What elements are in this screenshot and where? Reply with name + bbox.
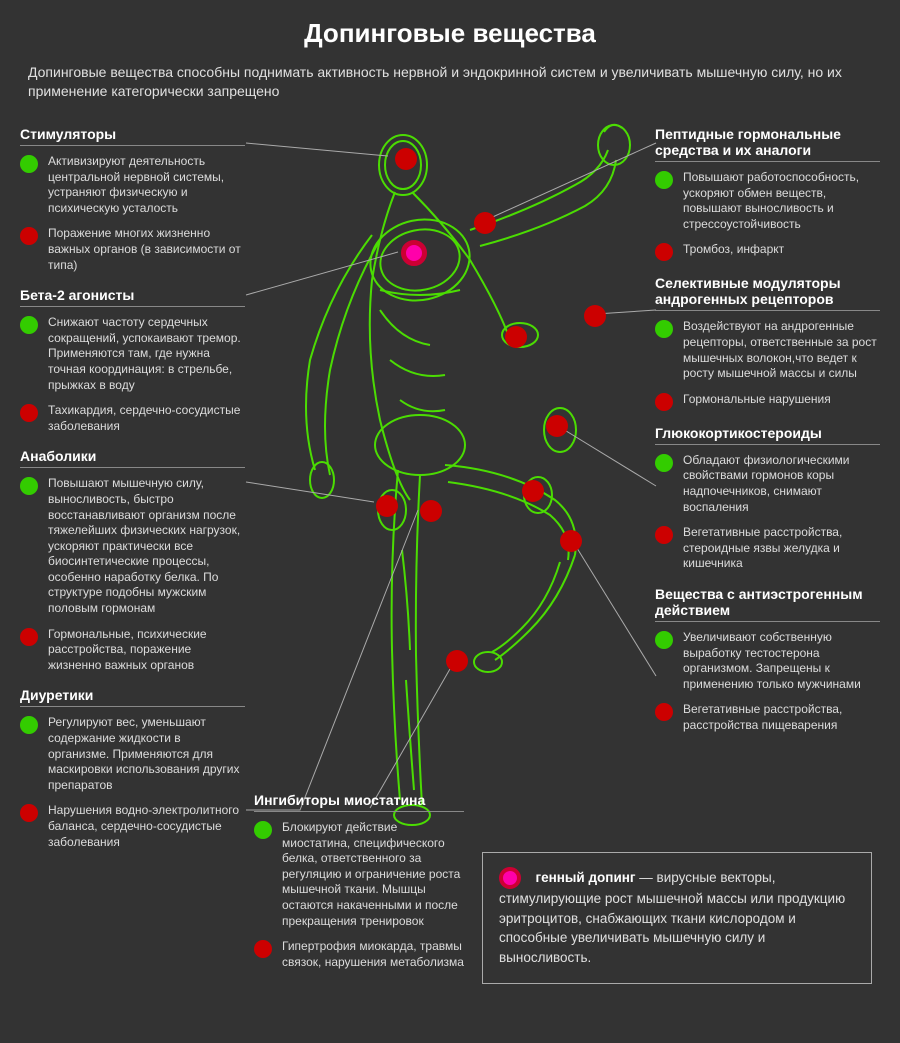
item-text: Увеличивают собственную выработку тестос… [683,630,880,692]
bottom-section-0: Ингибиторы миостатина Блокируют действие … [254,792,464,970]
connector-line [558,426,656,486]
item-text: Активизируют деятельность центральной не… [48,154,245,216]
section-item: Тромбоз, инфаркт [655,242,880,261]
section-item: Регулируют вес, уменьшают содержание жид… [20,715,245,793]
right-section-0: Пептидные гормональные средства и их ана… [655,126,880,261]
left-section-3: Диуретики Регулируют вес, уменьшают содер… [20,687,245,850]
connector-line [246,252,398,295]
left-section-2: Анаболики Повышают мышечную силу, выносли… [20,448,245,673]
connector-line [486,143,656,220]
red-dot-icon [254,940,272,958]
body-marker-red [474,212,496,234]
section-item: Воздействуют на андрогенные рецепторы, о… [655,319,880,381]
bottom-column: Ингибиторы миостатина Блокируют действие … [254,792,464,984]
section-item: Нарушения водно-электролитного баланса, … [20,803,245,850]
section-heading: Пептидные гормональные средства и их ана… [655,126,880,162]
item-text: Обладают физиологическими свойствами гор… [683,453,880,515]
legend-box: генный допинг — вирусные векторы, стимул… [482,852,872,984]
section-item: Гипертрофия миокарда, травмы связок, нар… [254,939,464,970]
green-dot-icon [655,171,673,189]
section-item: Увеличивают собственную выработку тестос… [655,630,880,692]
red-dot-icon [655,703,673,721]
body-marker-red [505,326,527,348]
page-title: Допинговые вещества [0,0,900,49]
legend-text: генный допинг — вирусные векторы, стимул… [499,870,845,964]
green-dot-icon [655,320,673,338]
red-dot-icon [655,393,673,411]
red-dot-icon [20,628,38,646]
right-column: Пептидные гормональные средства и их ана… [655,126,880,747]
red-dot-icon [655,526,673,544]
item-text: Снижают частоту сердечных сокращений, ус… [48,315,245,393]
red-dot-icon [20,804,38,822]
section-item: Тахикардия, сердечно-сосудистые заболева… [20,403,245,434]
green-dot-icon [20,716,38,734]
item-text: Вегетативные расстройства, расстройства … [683,702,880,733]
section-heading: Стимуляторы [20,126,245,146]
item-text: Повышают работоспособность, ускоряют обм… [683,170,880,232]
red-dot-icon [20,404,38,422]
right-section-2: Глюкокортикостероиды Обладают физиологиче… [655,425,880,572]
left-section-0: Стимуляторы Активизируют деятельность цен… [20,126,245,273]
item-text: Блокируют действие миостатина, специфиче… [282,820,464,929]
green-dot-icon [254,821,272,839]
left-column: Стимуляторы Активизируют деятельность цен… [20,126,245,864]
connector-line [246,482,374,502]
connector-line [246,510,418,810]
item-text: Тромбоз, инфаркт [683,242,784,258]
item-text: Гормональные, психические расстройства, … [48,627,245,674]
section-item: Вегетативные расстройства, стероидные яз… [655,525,880,572]
item-text: Вегетативные расстройства, стероидные яз… [683,525,880,572]
section-item: Вегетативные расстройства, расстройства … [655,702,880,733]
item-text: Регулируют вес, уменьшают содержание жид… [48,715,245,793]
green-dot-icon [655,454,673,472]
connector-line [572,540,656,676]
gene-doping-icon [499,867,521,889]
body-marker-red [446,650,468,672]
section-heading: Селективные модуляторы андрогенных рецеп… [655,275,880,311]
section-heading: Ингибиторы миостатина [254,792,464,812]
body-marker-red [395,148,417,170]
section-item: Поражение многих жизненно важных органов… [20,226,245,273]
body-marker-red [522,480,544,502]
section-heading: Диуретики [20,687,245,707]
body-marker-red [376,495,398,517]
body-marker-pink [401,240,427,266]
section-item: Гормональные, психические расстройства, … [20,627,245,674]
section-heading: Бета-2 агонисты [20,287,245,307]
item-text: Нарушения водно-электролитного баланса, … [48,803,245,850]
item-text: Гипертрофия миокарда, травмы связок, нар… [282,939,464,970]
green-dot-icon [655,631,673,649]
body-marker-red [560,530,582,552]
section-item: Снижают частоту сердечных сокращений, ус… [20,315,245,393]
item-text: Повышают мышечную силу, выносливость, бы… [48,476,245,616]
connector-line [370,662,454,808]
section-item: Повышают мышечную силу, выносливость, бы… [20,476,245,616]
item-text: Гормональные нарушения [683,392,831,408]
section-heading: Глюкокортикостероиды [655,425,880,445]
item-text: Тахикардия, сердечно-сосудистые заболева… [48,403,245,434]
green-dot-icon [20,316,38,334]
right-section-3: Вещества с антиэстрогенным действием Увел… [655,586,880,734]
green-dot-icon [20,155,38,173]
body-marker-red [546,415,568,437]
section-item: Гормональные нарушения [655,392,880,411]
section-heading: Вещества с антиэстрогенным действием [655,586,880,622]
section-item: Активизируют деятельность центральной не… [20,154,245,216]
section-item: Блокируют действие миостатина, специфиче… [254,820,464,929]
red-dot-icon [655,243,673,261]
section-item: Обладают физиологическими свойствами гор… [655,453,880,515]
item-text: Воздействуют на андрогенные рецепторы, о… [683,319,880,381]
item-text: Поражение многих жизненно важных органов… [48,226,245,273]
body-marker-red [584,305,606,327]
body-marker-red [420,500,442,522]
section-heading: Анаболики [20,448,245,468]
section-item: Повышают работоспособность, ускоряют обм… [655,170,880,232]
connector-line [246,143,388,156]
right-section-1: Селективные модуляторы андрогенных рецеп… [655,275,880,410]
green-dot-icon [20,477,38,495]
left-section-1: Бета-2 агонисты Снижают частоту сердечных… [20,287,245,434]
page-subtitle: Допинговые вещества способны поднимать а… [0,49,900,101]
red-dot-icon [20,227,38,245]
